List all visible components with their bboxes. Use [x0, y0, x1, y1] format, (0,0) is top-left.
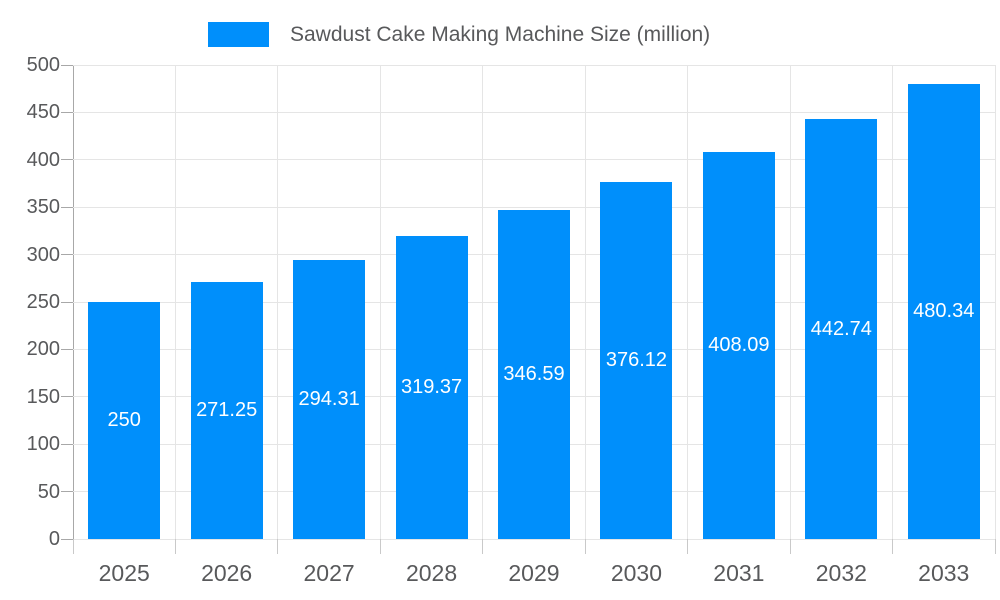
bar-value-label: 408.09	[708, 334, 770, 357]
x-axis-label: 2031	[713, 560, 765, 586]
plot-area: 250 271.25 294.31 319.37 346.59 376.12 408.09 4…	[73, 64, 996, 540]
x-gridline	[277, 65, 279, 539]
bar-value-label: 294.31	[298, 388, 360, 410]
bar-value-label: 250	[107, 409, 141, 431]
y-axis-tick	[61, 64, 73, 66]
x-axis-label: 2027	[303, 560, 355, 586]
x-axis-label: 2030	[610, 560, 663, 586]
bar-2026[interactable]: 271.25	[190, 281, 263, 539]
y-axis-line	[73, 65, 74, 554]
y-axis-tick	[61, 206, 73, 208]
bar-value-label: 271.25	[196, 398, 258, 421]
y-gridline	[73, 206, 995, 208]
bar-value-label: 376.12	[605, 349, 668, 372]
y-axis-label: 50	[37, 480, 60, 503]
x-gridline	[584, 65, 586, 539]
bar-2029[interactable]: 346.59	[498, 210, 570, 539]
bar-2031[interactable]: 408.09	[702, 152, 775, 539]
bar-2025[interactable]: 250	[88, 302, 161, 539]
x-gridline	[482, 65, 484, 539]
x-axis-label: 2033	[918, 560, 970, 586]
x-gridline	[174, 65, 176, 539]
y-axis-tick	[61, 254, 73, 256]
x-gridline	[789, 65, 791, 539]
y-axis-label: 500	[26, 54, 60, 76]
y-axis-tick	[61, 301, 73, 303]
bar-2030[interactable]: 376.12	[600, 182, 673, 539]
x-axis-tick	[892, 539, 894, 554]
y-gridline	[73, 159, 995, 161]
y-axis-label: 300	[26, 243, 60, 266]
x-axis-tick	[994, 539, 996, 554]
x-axis-tick	[72, 539, 74, 554]
y-axis-tick	[61, 491, 73, 493]
bar-2032[interactable]: 442.74	[805, 119, 878, 539]
legend-swatch	[208, 22, 269, 47]
x-axis-label: 2025	[98, 560, 150, 586]
y-axis-tick	[61, 538, 73, 540]
y-axis-label: 150	[26, 385, 60, 408]
y-axis-label: 200	[26, 338, 60, 361]
x-axis-label: 2026	[201, 560, 253, 586]
y-axis-tick	[61, 348, 73, 350]
x-axis-tick	[174, 539, 176, 554]
legend[interactable]: Sawdust Cake Making Machine Size (millio…	[208, 22, 710, 47]
bar-2033[interactable]: 480.34	[907, 83, 980, 539]
y-axis-tick	[61, 396, 73, 398]
y-axis-label: 0	[48, 528, 60, 550]
y-gridline	[73, 64, 995, 66]
legend-label: Sawdust Cake Making Machine Size (millio…	[290, 23, 711, 46]
bar-value-label: 480.34	[913, 299, 975, 322]
x-axis-tick	[789, 539, 791, 554]
x-gridline	[379, 65, 381, 539]
bar-value-label: 319.37	[400, 376, 463, 399]
x-axis-tick	[482, 539, 484, 554]
y-axis-label: 450	[26, 101, 60, 124]
y-gridline	[73, 111, 995, 113]
y-axis-label: 400	[26, 148, 60, 171]
x-axis-tick	[277, 539, 279, 554]
y-axis-label: 250	[26, 291, 60, 313]
x-axis-tick	[379, 539, 381, 554]
x-axis-label: 2029	[508, 560, 560, 586]
x-axis-label: 2032	[815, 560, 867, 586]
x-gridline	[994, 65, 996, 539]
y-gridline	[73, 538, 995, 540]
x-gridline	[892, 65, 894, 539]
bar-value-label: 442.74	[810, 317, 872, 340]
y-axis-tick	[61, 443, 73, 445]
x-gridline	[687, 65, 689, 539]
y-axis-tick	[61, 111, 73, 113]
bar-2027[interactable]: 294.31	[293, 260, 366, 539]
y-axis-label: 100	[26, 433, 60, 456]
y-axis-label: 350	[26, 196, 60, 219]
y-axis-tick	[61, 159, 73, 161]
x-axis-tick	[584, 539, 586, 554]
bar-2028[interactable]: 319.37	[395, 236, 468, 539]
x-axis-tick	[687, 539, 689, 554]
x-axis-label: 2028	[405, 560, 458, 586]
bar-value-label: 346.59	[503, 363, 565, 386]
